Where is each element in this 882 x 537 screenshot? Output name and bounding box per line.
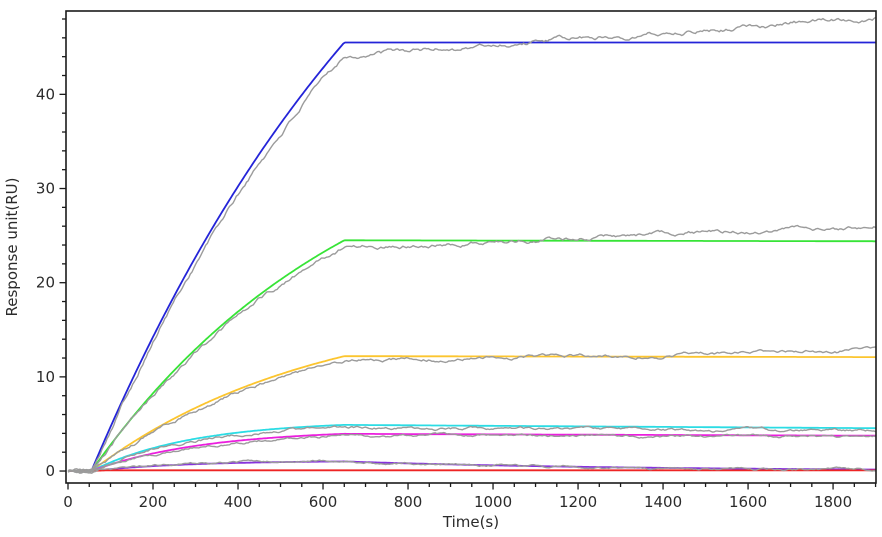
data-trace-5 [67, 431, 876, 474]
y-tick-label: 0 [45, 462, 55, 480]
data-trace-4 [67, 425, 876, 474]
y-tick-label: 30 [36, 180, 55, 198]
y-tick-label: 10 [36, 368, 55, 386]
x-tick-label: 200 [139, 493, 168, 511]
data-trace-6 [68, 459, 876, 472]
x-tick-label: 1200 [559, 493, 597, 511]
axis-tick-labels: 0 200 400 600 800 1000 1200 1400 1600 1800 0 10 20 30… [36, 85, 852, 511]
data-trace-2 [67, 224, 876, 473]
fit-curve-7 [68, 469, 876, 472]
x-tick-label: 1400 [644, 493, 682, 511]
x-tick-label: 0 [63, 493, 73, 511]
x-tick-label: 1000 [474, 493, 512, 511]
fit-curve-1 [68, 41, 876, 472]
fit-curve-2 [68, 239, 876, 472]
plot-border [65, 10, 877, 484]
fit-curve-3 [68, 355, 876, 472]
y-tick-label: 40 [36, 85, 55, 103]
x-tick-label: 400 [224, 493, 253, 511]
y-axis-title: Response unit(RU) [3, 178, 21, 317]
x-tick-label: 600 [309, 493, 338, 511]
y-tick-label: 20 [36, 274, 55, 292]
x-axis-title: Time(s) [442, 513, 499, 531]
axis-ticks [59, 18, 877, 490]
x-tick-label: 1800 [814, 493, 852, 511]
data-trace-1 [67, 16, 876, 473]
data-traces-group [67, 16, 876, 474]
fit-lines-group [68, 41, 876, 472]
x-tick-label: 1600 [729, 493, 767, 511]
x-tick-label: 800 [394, 493, 423, 511]
data-trace-3 [67, 346, 876, 474]
